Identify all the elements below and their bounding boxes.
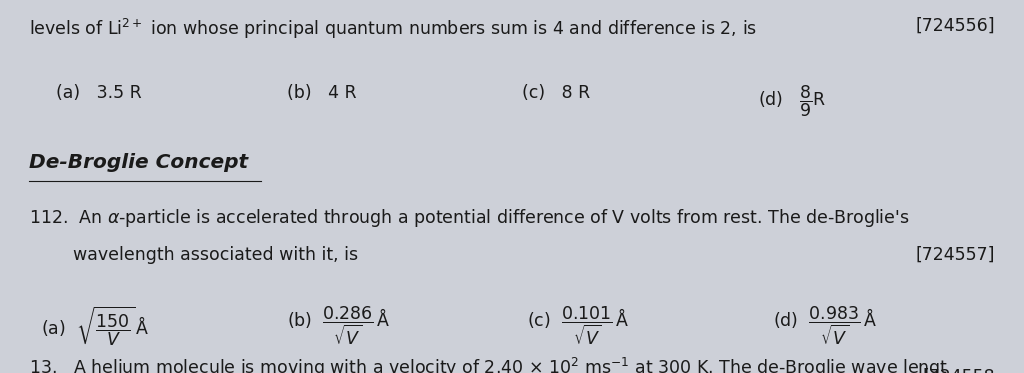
Text: (d)   $\dfrac{8}{9}$R: (d) $\dfrac{8}{9}$R	[758, 84, 825, 119]
Text: [724556]: [724556]	[915, 17, 995, 35]
Text: (c)   8 R: (c) 8 R	[522, 84, 591, 102]
Text: wavelength associated with it, is: wavelength associated with it, is	[29, 246, 357, 264]
Text: levels of Li$^{2+}$ ion whose principal quantum numbers sum is 4 and difference : levels of Li$^{2+}$ ion whose principal …	[29, 17, 757, 41]
Text: (a)  $\sqrt{\dfrac{150}{V}}\,$Å: (a) $\sqrt{\dfrac{150}{V}}\,$Å	[41, 304, 150, 348]
Text: [724558: [724558	[923, 367, 995, 373]
Text: (a)   3.5 R: (a) 3.5 R	[56, 84, 142, 102]
Text: (b)   4 R: (b) 4 R	[287, 84, 356, 102]
Text: De-Broglie Concept: De-Broglie Concept	[29, 153, 248, 172]
Text: 13.   A helium molecule is moving with a velocity of 2.40 $\times$ 10$^2$ ms$^{-: 13. A helium molecule is moving with a v…	[29, 356, 948, 373]
Text: (b)  $\dfrac{0.286}{\sqrt{V}}\,$Å: (b) $\dfrac{0.286}{\sqrt{V}}\,$Å	[287, 304, 390, 347]
Text: (d)  $\dfrac{0.983}{\sqrt{V}}\,$Å: (d) $\dfrac{0.983}{\sqrt{V}}\,$Å	[773, 304, 878, 347]
Text: (c)  $\dfrac{0.101}{\sqrt{V}}\,$Å: (c) $\dfrac{0.101}{\sqrt{V}}\,$Å	[527, 304, 630, 347]
Text: [724557]: [724557]	[915, 246, 995, 264]
Text: 112.  An $\alpha$-particle is accelerated through a potential difference of V vo: 112. An $\alpha$-particle is accelerated…	[29, 207, 909, 229]
